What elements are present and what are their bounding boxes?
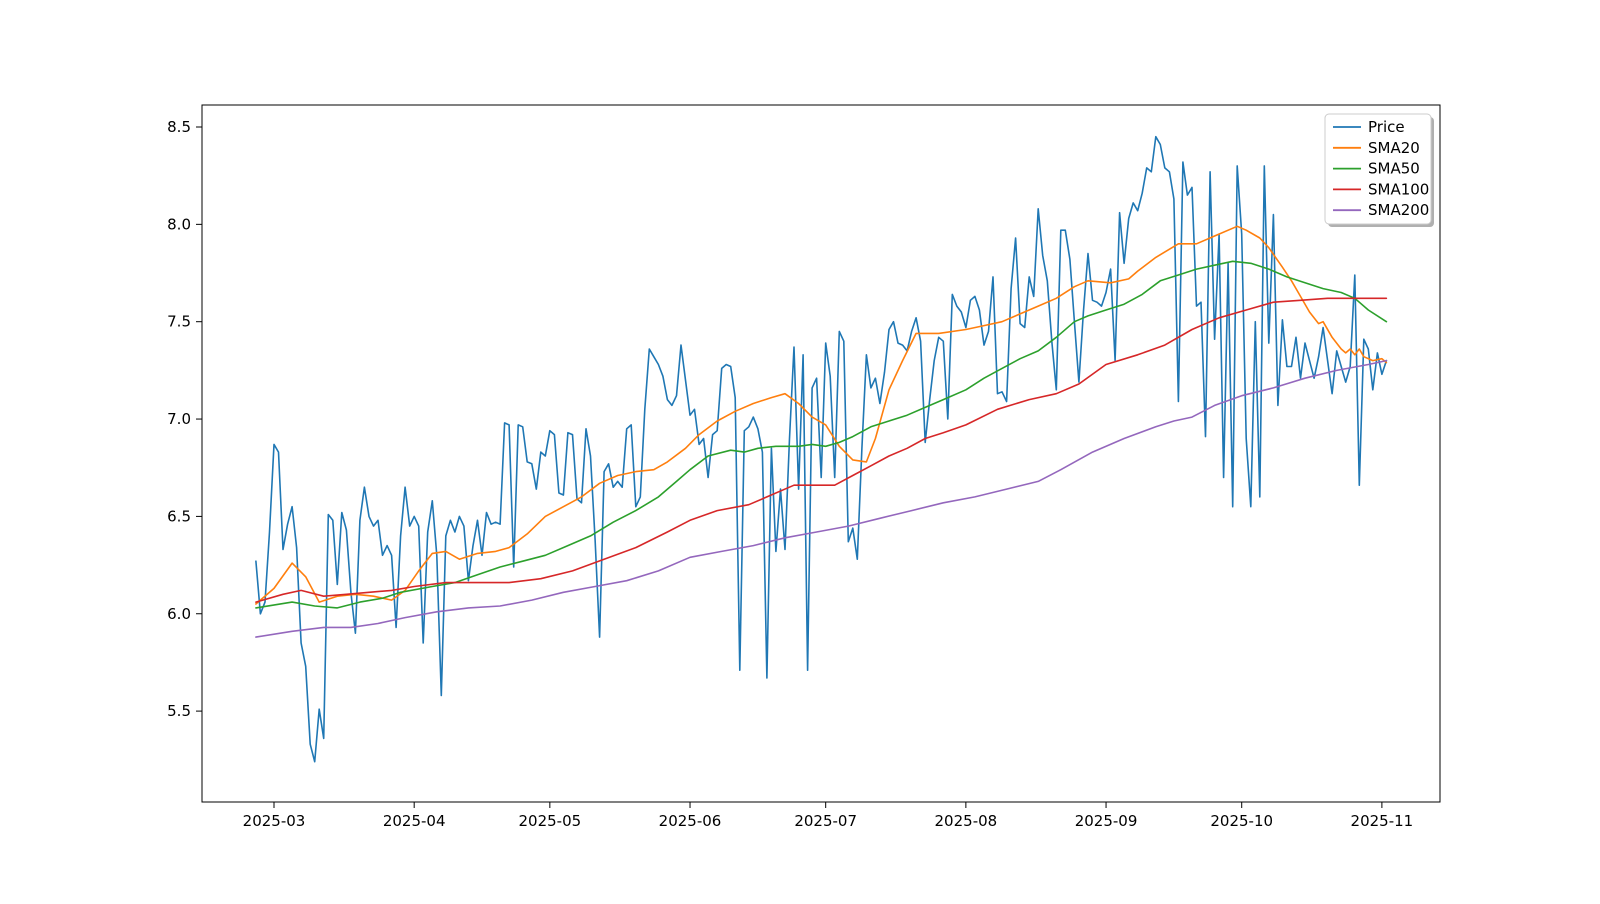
y-axis: 5.5 6.0 6.5 7.0 7.5 8.0 8.5 [167, 118, 202, 720]
x-tick-label: 2025-05 [518, 812, 581, 830]
y-tick-label: 6.5 [167, 507, 191, 525]
x-tick-label: 2025-03 [243, 812, 306, 830]
price-line [255, 135, 1388, 763]
legend-label: SMA200 [1368, 201, 1429, 219]
sma20-line [255, 225, 1388, 605]
legend-item-sma50: SMA50 [1333, 160, 1420, 178]
y-tick-label: 7.0 [167, 410, 191, 428]
legend-label: SMA20 [1368, 139, 1420, 157]
legend-label: Price [1368, 118, 1405, 136]
legend-label: SMA100 [1368, 180, 1429, 198]
legend-item-sma100: SMA100 [1333, 180, 1429, 198]
x-tick-label: 2025-10 [1210, 812, 1273, 830]
sma100-line [255, 297, 1388, 603]
x-tick-label: 2025-09 [1075, 812, 1138, 830]
x-tick-label: 2025-08 [935, 812, 998, 830]
x-tick-label: 2025-11 [1351, 812, 1414, 830]
legend-item-price: Price [1333, 118, 1405, 136]
legend: Price SMA20 SMA50 SMA100 SMA200 [1324, 113, 1434, 227]
x-tick-label: 2025-06 [659, 812, 722, 830]
legend-item-sma20: SMA20 [1333, 139, 1420, 157]
x-tick-label: 2025-07 [794, 812, 857, 830]
y-tick-label: 8.0 [167, 215, 191, 233]
x-axis: 2025-03 2025-04 2025-05 2025-06 2025-07 2025-… [243, 802, 1414, 830]
legend-item-sma200: SMA200 [1333, 201, 1429, 219]
y-tick-label: 8.5 [167, 118, 191, 136]
legend-box [1324, 113, 1432, 225]
sma200-line [255, 359, 1388, 638]
legend-label: SMA50 [1368, 160, 1420, 178]
y-tick-label: 6.0 [167, 605, 191, 623]
x-tick-label: 2025-04 [383, 812, 446, 830]
y-tick-label: 7.5 [167, 313, 191, 331]
y-tick-label: 5.5 [167, 702, 191, 720]
sma50-line [255, 260, 1388, 609]
plot-border [201, 104, 1441, 803]
